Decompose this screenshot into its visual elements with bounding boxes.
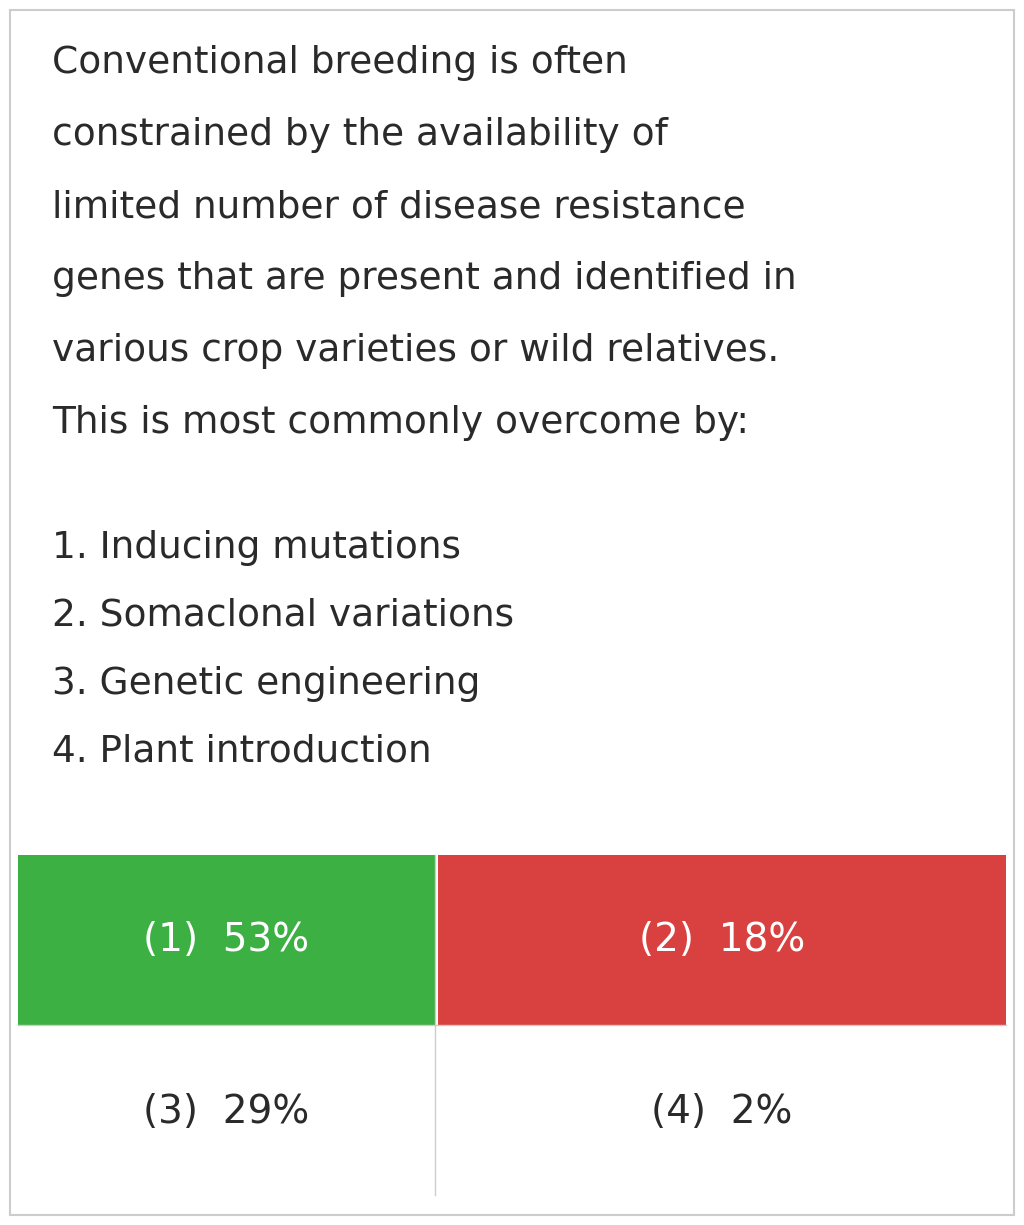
Text: Conventional breeding is often: Conventional breeding is often <box>52 45 628 81</box>
Text: (1)  53%: (1) 53% <box>143 921 309 959</box>
Text: 4. Plant introduction: 4. Plant introduction <box>52 734 432 771</box>
Text: (4)  2%: (4) 2% <box>651 1093 793 1131</box>
Text: limited number of disease resistance: limited number of disease resistance <box>52 189 745 225</box>
Bar <box>18 855 435 1025</box>
Bar <box>438 855 1006 1025</box>
Text: various crop varieties or wild relatives.: various crop varieties or wild relatives… <box>52 333 779 369</box>
Text: (3)  29%: (3) 29% <box>143 1093 309 1131</box>
Text: This is most commonly overcome by:: This is most commonly overcome by: <box>52 405 749 441</box>
Text: 1. Inducing mutations: 1. Inducing mutations <box>52 530 461 566</box>
Text: 3. Genetic engineering: 3. Genetic engineering <box>52 666 480 702</box>
Bar <box>438 1028 1006 1196</box>
Text: genes that are present and identified in: genes that are present and identified in <box>52 261 797 296</box>
Text: (2)  18%: (2) 18% <box>639 921 805 959</box>
Text: 2. Somaclonal variations: 2. Somaclonal variations <box>52 598 514 635</box>
Bar <box>18 1028 435 1196</box>
Text: constrained by the availability of: constrained by the availability of <box>52 118 668 153</box>
